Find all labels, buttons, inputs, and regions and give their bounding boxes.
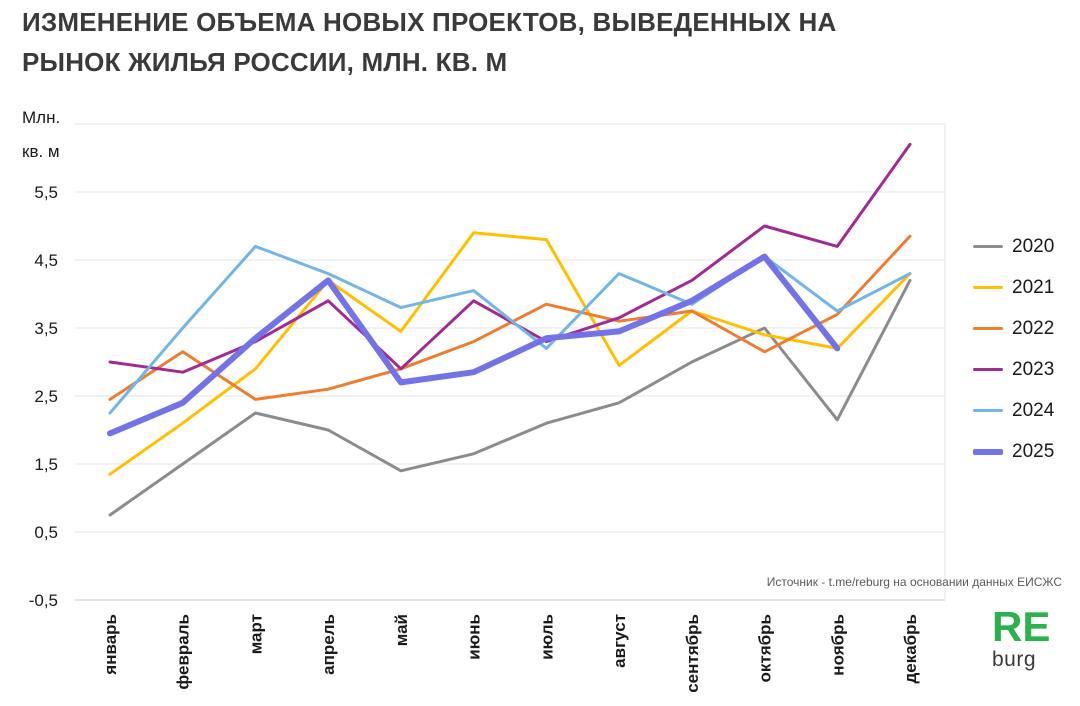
y-tick-label-5,5: 5,5 [34, 183, 58, 202]
legend-swatch-2023 [973, 368, 1003, 371]
legend-swatch-2021 [973, 286, 1003, 289]
legend-label-2024: 2024 [1012, 399, 1055, 421]
y-tick-label-1,5: 1,5 [34, 455, 58, 474]
legend-item-2023: 2023 [973, 349, 1054, 390]
x-tick-label-ноябрь: ноябрь [828, 614, 847, 676]
legend: 2020 2021 2022 2023 2024 2025 [973, 226, 1054, 472]
y-axis-unit-line2: кв. м [22, 142, 60, 161]
y-tick-label-3,5: 3,5 [34, 319, 58, 338]
legend-label-2020: 2020 [1012, 235, 1055, 257]
y-axis-unit-label: Млн. кв. м [22, 101, 60, 169]
x-tick-label-декабрь: декабрь [901, 614, 920, 684]
series-line-2025 [107, 253, 841, 437]
title-line-1: ИЗМЕНЕНИЕ ОБЪЕМА НОВЫХ ПРОЕКТОВ, ВЫВЕДЕН… [22, 7, 837, 37]
y-tick-label-0,5: 0,5 [34, 523, 58, 542]
legend-swatch-2024 [973, 409, 1003, 412]
legend-swatch-2020 [973, 245, 1003, 248]
series-line-2024 [108, 244, 912, 415]
title-line-2: РЫНОК ЖИЛЬЯ РОССИИ, МЛН. КВ. М [22, 47, 508, 77]
x-tick-label-июнь: июнь [465, 614, 484, 660]
legend-item-2025: 2025 [973, 431, 1054, 472]
source-caption: Источник - t.me/reburg на основании данн… [766, 575, 1062, 589]
x-tick-label-июль: июль [537, 614, 556, 660]
legend-item-2020: 2020 [973, 226, 1054, 267]
x-tick-label-март: март [246, 614, 265, 654]
legend-item-2021: 2021 [973, 267, 1054, 308]
x-tick-label-октябрь: октябрь [756, 614, 775, 682]
x-tick-label-сентябрь: сентябрь [683, 614, 702, 693]
x-tick-label-январь: январь [101, 614, 120, 676]
legend-swatch-2025 [973, 448, 1003, 455]
legend-label-2022: 2022 [1012, 317, 1055, 339]
legend-label-2025: 2025 [1012, 440, 1055, 462]
y-tick-label-2,5: 2,5 [34, 387, 58, 406]
legend-swatch-2022 [973, 327, 1003, 330]
y-tick-label-4,5: 4,5 [34, 251, 58, 270]
x-tick-label-февраль: февраль [174, 614, 193, 690]
series-line-2020 [108, 278, 912, 517]
x-tick-label-август: август [610, 614, 629, 668]
legend-item-2022: 2022 [973, 308, 1054, 349]
logo-burg-text: burg [992, 648, 1037, 671]
y-tick-label--0,5: -0,5 [29, 591, 58, 610]
legend-item-2024: 2024 [973, 390, 1054, 431]
reburg-logo: RE burg [992, 603, 1051, 671]
x-tick-label-апрель: апрель [319, 614, 338, 675]
legend-label-2023: 2023 [1012, 358, 1055, 380]
y-axis-unit-line1: Млн. [22, 108, 61, 127]
legend-label-2021: 2021 [1012, 276, 1055, 298]
logo-re-text: RE [992, 603, 1051, 650]
chart-title: ИЗМЕНЕНИЕ ОБЪЕМА НОВЫХ ПРОЕКТОВ, ВЫВЕДЕН… [22, 2, 922, 82]
x-tick-label-май: май [392, 614, 411, 646]
series-line-2021 [108, 231, 912, 476]
